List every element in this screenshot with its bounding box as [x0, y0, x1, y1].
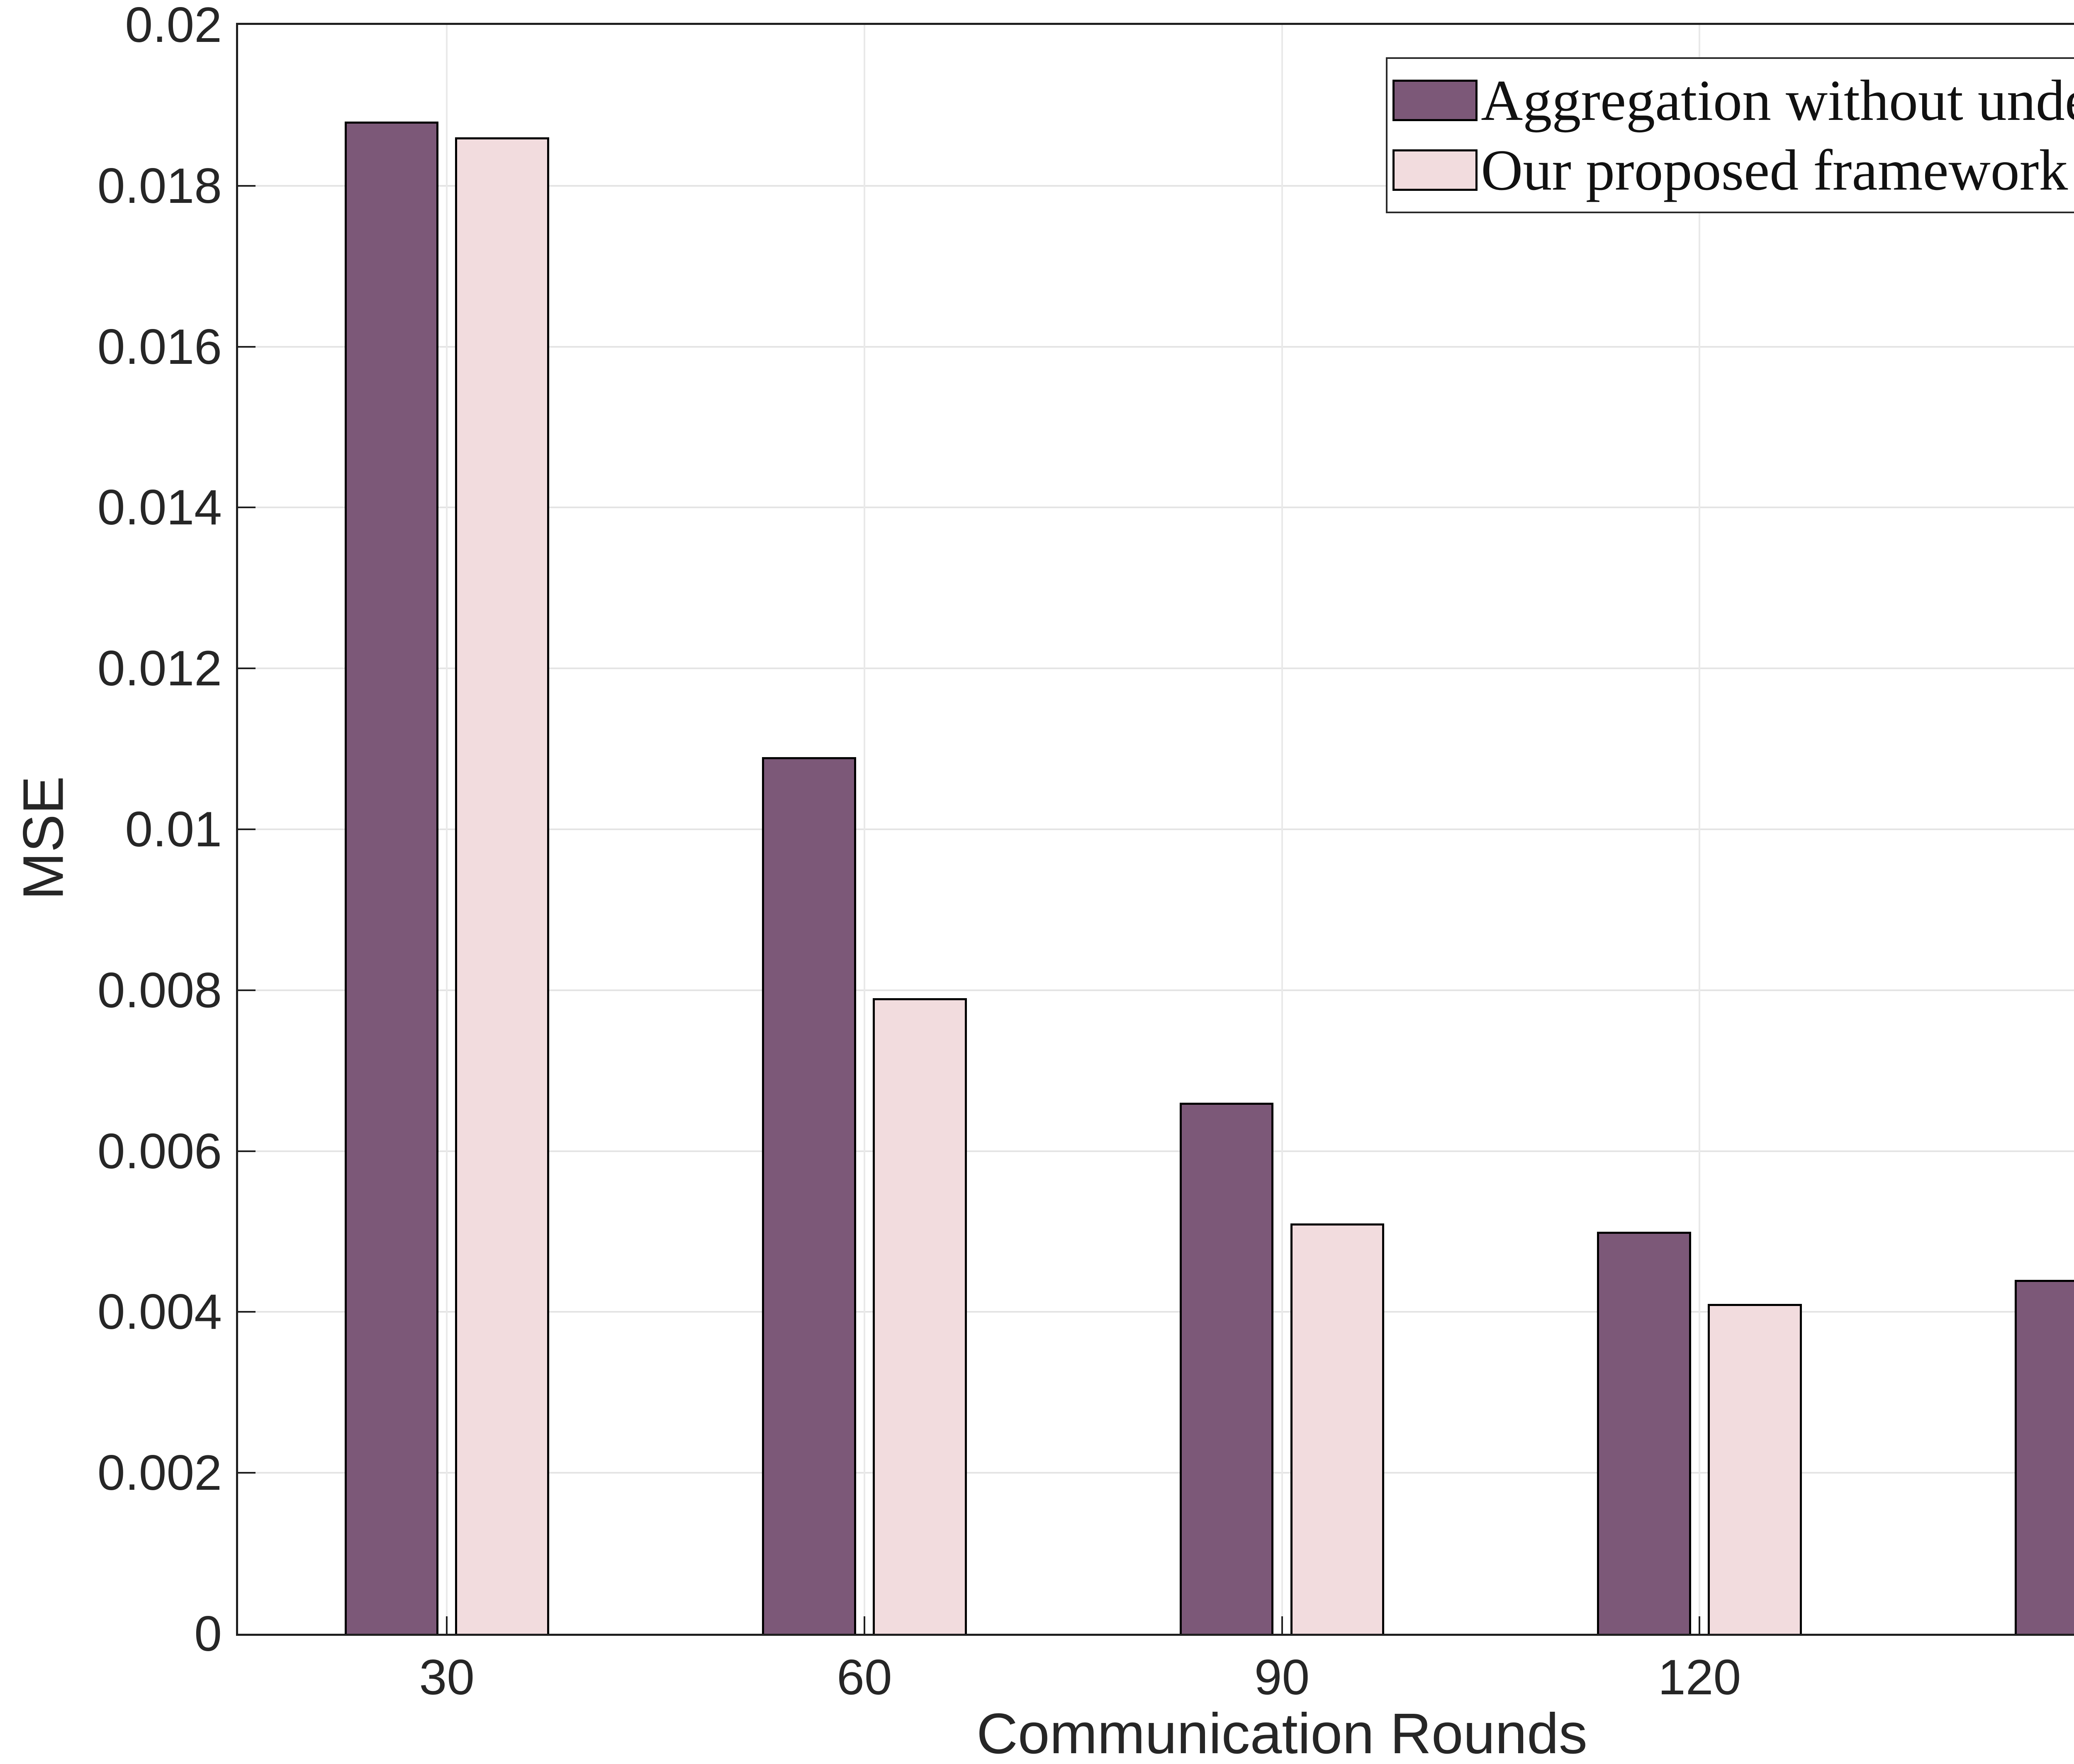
- x-tick-mark: [863, 1616, 865, 1634]
- y-tick-mark: [238, 1150, 256, 1152]
- h-gridline: [238, 1150, 2074, 1152]
- v-gridline: [863, 25, 865, 1634]
- h-gridline: [238, 507, 2074, 509]
- legend-item-series1: Aggregation without understanding: [1392, 66, 2074, 135]
- h-gridline: [238, 185, 2074, 187]
- v-gridline: [446, 25, 448, 1634]
- legend-label-series1: Aggregation without understanding: [1481, 68, 2074, 133]
- y-tick-mark: [238, 828, 256, 830]
- y-tick-label: 0.012: [97, 641, 222, 697]
- y-tick-mark: [238, 1311, 256, 1313]
- y-tick-label: 0.006: [97, 1123, 222, 1179]
- axis-ticks: [238, 25, 2074, 1634]
- bar-30-series2: [455, 137, 549, 1634]
- h-gridline: [238, 828, 2074, 830]
- x-tick-label: 30: [419, 1649, 475, 1705]
- bar-60-series2: [873, 998, 967, 1634]
- bars-layer: [238, 25, 2074, 1634]
- y-tick-label: 0.004: [97, 1284, 222, 1340]
- grid-layer: [238, 25, 2074, 1634]
- v-gridline: [1281, 25, 1283, 1634]
- x-axis-title: Communication Rounds: [976, 1702, 1587, 1764]
- legend-label-series2: Our proposed framework: [1481, 138, 2068, 202]
- v-gridline: [1699, 25, 1701, 1634]
- legend-item-series2: Our proposed framework: [1392, 135, 2074, 205]
- plot-area: Aggregation without understanding Our pr…: [236, 23, 2074, 1636]
- bar-30-series1: [344, 121, 439, 1634]
- y-tick-label: 0.018: [97, 158, 222, 214]
- h-gridline: [238, 989, 2074, 991]
- y-tick-label: 0.016: [97, 319, 222, 375]
- y-tick-mark: [238, 668, 256, 670]
- x-tick-label: 120: [1658, 1649, 1741, 1705]
- x-tick-label: 60: [837, 1649, 892, 1705]
- bar-150-series1: [2015, 1279, 2074, 1634]
- y-tick-label: 0: [194, 1606, 222, 1662]
- x-tick-mark: [1281, 1616, 1283, 1634]
- y-tick-label: 0.014: [97, 480, 222, 536]
- bar-90-series1: [1179, 1103, 1274, 1634]
- legend-swatch-series1: [1392, 80, 1478, 121]
- h-gridline: [238, 1472, 2074, 1474]
- bar-120-series2: [1708, 1304, 1802, 1634]
- bar-120-series1: [1597, 1231, 1691, 1634]
- y-tick-label: 0.002: [97, 1445, 222, 1501]
- y-tick-label: 0.02: [125, 0, 222, 53]
- bar-60-series1: [762, 757, 856, 1634]
- y-tick-label: 0.01: [125, 802, 222, 857]
- bar-90-series2: [1290, 1223, 1385, 1634]
- y-tick-mark: [238, 346, 256, 348]
- y-tick-mark: [238, 507, 256, 509]
- x-tick-mark: [1699, 1616, 1701, 1634]
- h-gridline: [238, 668, 2074, 670]
- x-tick-label: 150: [2034, 1648, 2074, 1706]
- x-tick-label: 90: [1254, 1649, 1310, 1705]
- h-gridline: [238, 346, 2074, 348]
- y-tick-label: 0.008: [97, 962, 222, 1018]
- legend-swatch-series2: [1392, 149, 1478, 191]
- legend: Aggregation without understanding Our pr…: [1386, 57, 2074, 213]
- y-tick-mark: [238, 1472, 256, 1474]
- x-tick-mark: [446, 1616, 448, 1634]
- y-tick-mark: [238, 989, 256, 991]
- h-gridline: [238, 1311, 2074, 1313]
- y-tick-mark: [238, 185, 256, 187]
